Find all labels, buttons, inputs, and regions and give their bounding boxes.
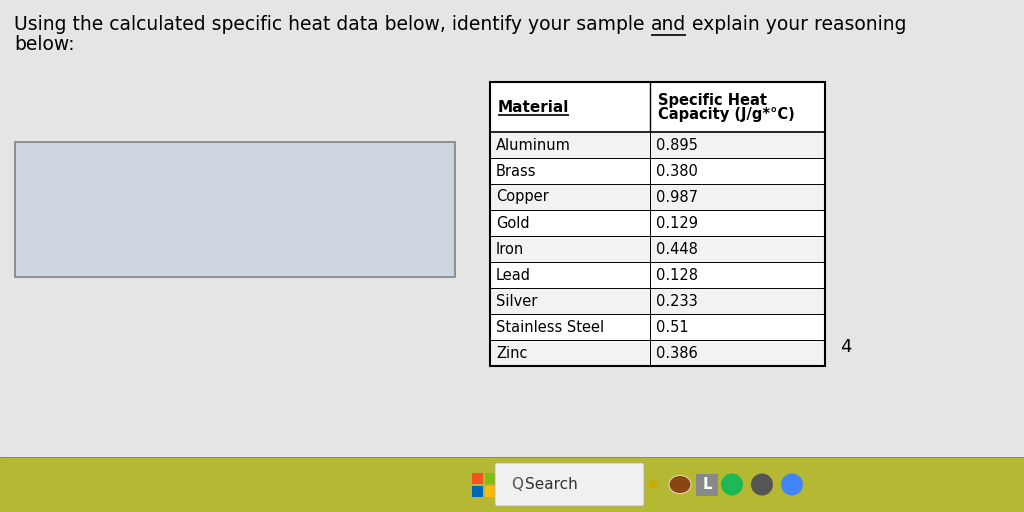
Text: L: L xyxy=(702,477,712,492)
Bar xyxy=(490,82,825,366)
Text: 0.895: 0.895 xyxy=(656,138,698,153)
Text: 0.233: 0.233 xyxy=(656,293,697,309)
Text: 0.128: 0.128 xyxy=(656,267,698,283)
Bar xyxy=(490,262,825,288)
Bar xyxy=(490,82,825,366)
Text: Stainless Steel: Stainless Steel xyxy=(496,319,604,334)
Text: Iron: Iron xyxy=(496,242,524,257)
Text: Q: Q xyxy=(511,477,523,492)
Text: 0.51: 0.51 xyxy=(656,319,688,334)
Bar xyxy=(490,236,825,262)
Circle shape xyxy=(781,474,803,496)
Bar xyxy=(485,473,496,483)
Text: Silver: Silver xyxy=(496,293,538,309)
Text: ★: ★ xyxy=(643,475,660,494)
Bar xyxy=(0,457,1024,512)
Bar xyxy=(490,158,825,184)
Text: Gold: Gold xyxy=(496,216,529,230)
Text: Capacity (J/g*°C): Capacity (J/g*°C) xyxy=(658,108,795,122)
FancyBboxPatch shape xyxy=(495,463,644,506)
Text: Copper: Copper xyxy=(496,189,549,204)
Bar xyxy=(472,473,483,483)
Text: Lead: Lead xyxy=(496,267,531,283)
Text: 0.448: 0.448 xyxy=(656,242,698,257)
Text: 0.129: 0.129 xyxy=(656,216,698,230)
Text: Aluminum: Aluminum xyxy=(496,138,570,153)
Circle shape xyxy=(751,474,773,496)
Text: below:: below: xyxy=(14,35,75,54)
Text: Specific Heat: Specific Heat xyxy=(658,94,767,109)
Bar xyxy=(490,340,825,366)
Text: Zinc: Zinc xyxy=(496,346,527,360)
Bar xyxy=(472,485,483,497)
Text: 4: 4 xyxy=(840,338,852,356)
Bar xyxy=(490,132,825,158)
Bar xyxy=(490,184,825,210)
Bar xyxy=(485,485,496,497)
Bar xyxy=(696,474,718,496)
Text: 0.386: 0.386 xyxy=(656,346,697,360)
Text: Material: Material xyxy=(498,99,569,115)
Text: explain your reasoning: explain your reasoning xyxy=(686,15,906,34)
Text: 0.380: 0.380 xyxy=(656,163,698,179)
Text: Search: Search xyxy=(525,477,578,492)
Bar xyxy=(490,314,825,340)
Bar xyxy=(0,0,1024,457)
Ellipse shape xyxy=(669,476,691,494)
Text: and: and xyxy=(650,15,686,34)
Text: Brass: Brass xyxy=(496,163,537,179)
Text: 0.987: 0.987 xyxy=(656,189,698,204)
Text: Using the calculated specific heat data below, identify your sample: Using the calculated specific heat data … xyxy=(14,15,650,34)
Bar xyxy=(490,288,825,314)
Bar xyxy=(490,210,825,236)
Bar xyxy=(15,142,455,277)
Circle shape xyxy=(721,474,743,496)
Bar xyxy=(490,82,825,132)
